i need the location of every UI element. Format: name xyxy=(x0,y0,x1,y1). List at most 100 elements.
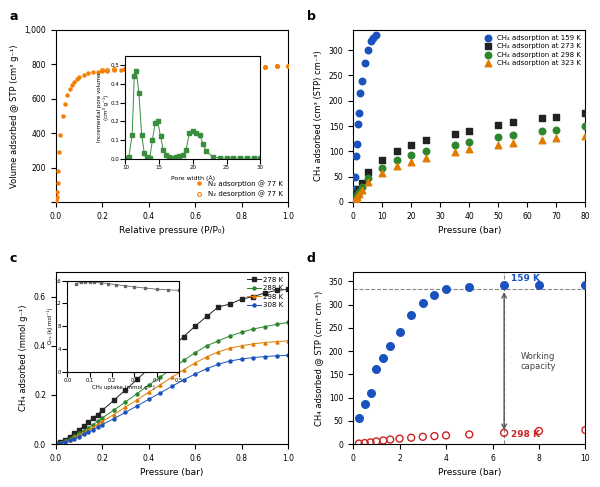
CH₄ adsorption at 298 K xyxy=(377,164,387,171)
278 K xyxy=(52,441,59,447)
CH₄ adsorption at 159 K xyxy=(353,120,363,128)
N₂ adsorption @ 77 K xyxy=(180,65,187,71)
298 K xyxy=(85,427,92,433)
N₂ adsorption @ 77 K xyxy=(284,63,292,69)
Point xyxy=(430,432,439,440)
278 K xyxy=(110,397,118,403)
288 K xyxy=(226,333,233,339)
CH₄ adsorption at 159 K xyxy=(360,59,370,67)
308 K xyxy=(110,416,118,422)
Point xyxy=(534,427,544,435)
N₂ adsorption @ 77 K xyxy=(52,198,59,204)
CH₄ adsorption at 298 K xyxy=(464,138,474,146)
Point xyxy=(418,300,428,307)
CH₄ adsorption at 159 K xyxy=(351,152,361,160)
CH₄ adsorption at 273 K xyxy=(351,193,361,201)
CH₄ adsorption at 273 K xyxy=(349,198,358,206)
CH₄ adsorption at 298 K xyxy=(349,198,359,206)
Point xyxy=(385,342,395,350)
N₂ adsorption @ 77 K xyxy=(73,76,80,82)
N₂ adsorption @ 77 K xyxy=(103,68,110,74)
N₂ adsorption @ 77 K xyxy=(61,101,68,107)
298 K xyxy=(61,438,68,444)
N₂ adsorption @ 77 K xyxy=(122,67,129,73)
298 K xyxy=(180,367,187,373)
278 K xyxy=(89,415,97,421)
CH₄ adsorption at 159 K xyxy=(349,197,358,205)
N₂ desorption @ 77 K xyxy=(261,64,268,70)
CH₄ adsorption at 159 K xyxy=(357,76,367,84)
N₂ adsorption @ 77 K xyxy=(53,194,60,200)
308 K xyxy=(284,353,292,358)
308 K xyxy=(94,424,101,430)
278 K xyxy=(98,408,106,413)
288 K xyxy=(71,433,78,439)
Point xyxy=(464,431,474,438)
278 K xyxy=(85,419,92,425)
Text: d: d xyxy=(307,252,316,265)
CH₄ adsorption at 273 K xyxy=(450,130,460,137)
X-axis label: Pressure (bar): Pressure (bar) xyxy=(437,468,501,477)
CH₄ adsorption at 159 K xyxy=(363,46,373,54)
288 K xyxy=(133,391,140,396)
298 K xyxy=(226,345,233,351)
308 K xyxy=(261,354,268,359)
CH₄ adsorption at 323 K xyxy=(354,190,364,198)
288 K xyxy=(57,440,64,446)
N₂ adsorption @ 77 K xyxy=(226,64,233,70)
308 K xyxy=(226,358,233,364)
288 K xyxy=(273,321,280,327)
Point xyxy=(360,439,370,447)
CH₄ adsorption at 323 K xyxy=(351,195,361,203)
288 K xyxy=(61,438,68,444)
N₂ desorption @ 77 K xyxy=(215,64,222,70)
N₂ adsorption @ 77 K xyxy=(145,66,152,72)
288 K xyxy=(80,428,87,433)
CH₄ adsorption at 273 K xyxy=(349,197,359,205)
CH₄ adsorption at 323 K xyxy=(508,139,518,147)
278 K xyxy=(71,431,78,436)
Point xyxy=(385,436,395,444)
Point xyxy=(395,435,404,443)
308 K xyxy=(215,361,222,367)
298 K xyxy=(273,338,280,344)
Point xyxy=(354,440,364,448)
278 K xyxy=(57,439,64,445)
Point xyxy=(371,365,381,373)
308 K xyxy=(80,431,87,437)
288 K xyxy=(261,324,268,330)
N₂ adsorption @ 77 K xyxy=(157,65,164,71)
X-axis label: Relative pressure (P/P₀): Relative pressure (P/P₀) xyxy=(119,226,225,235)
CH₄ adsorption at 273 K xyxy=(581,110,590,117)
298 K xyxy=(57,440,64,446)
Point xyxy=(581,426,590,434)
298 K xyxy=(98,418,106,424)
N₂ adsorption @ 77 K xyxy=(89,70,97,75)
288 K xyxy=(215,338,222,344)
CH₄ adsorption at 323 K xyxy=(551,134,561,142)
N₂ adsorption @ 77 K xyxy=(68,82,76,88)
298 K xyxy=(145,389,152,395)
CH₄ adsorption at 298 K xyxy=(353,191,362,199)
288 K xyxy=(122,399,129,405)
N₂ adsorption @ 77 K xyxy=(66,86,73,92)
CH₄ adsorption at 273 K xyxy=(354,186,364,193)
Text: b: b xyxy=(307,10,316,22)
CH₄ adsorption at 298 K xyxy=(349,198,358,206)
CH₄ adsorption at 323 K xyxy=(450,149,460,156)
Line: N₂ adsorption @ 77 K: N₂ adsorption @ 77 K xyxy=(54,64,290,203)
278 K xyxy=(169,344,176,350)
CH₄ adsorption at 298 K xyxy=(351,194,361,202)
N₂ adsorption @ 77 K xyxy=(55,168,62,174)
288 K xyxy=(66,436,73,442)
278 K xyxy=(226,301,233,307)
CH₄ adsorption at 273 K xyxy=(357,179,367,187)
308 K xyxy=(203,366,211,372)
N₂ adsorption @ 77 K xyxy=(80,72,87,77)
CH₄ adsorption at 323 K xyxy=(357,186,367,194)
CH₄ adsorption at 159 K xyxy=(349,193,359,201)
N₂ adsorption @ 77 K xyxy=(54,180,61,186)
CH₄ adsorption at 323 K xyxy=(537,136,547,144)
Y-axis label: CH₄ adsorbed @ STP (cm³ cm⁻³): CH₄ adsorbed @ STP (cm³ cm⁻³) xyxy=(314,290,323,426)
N₂ desorption @ 77 K xyxy=(191,65,199,71)
